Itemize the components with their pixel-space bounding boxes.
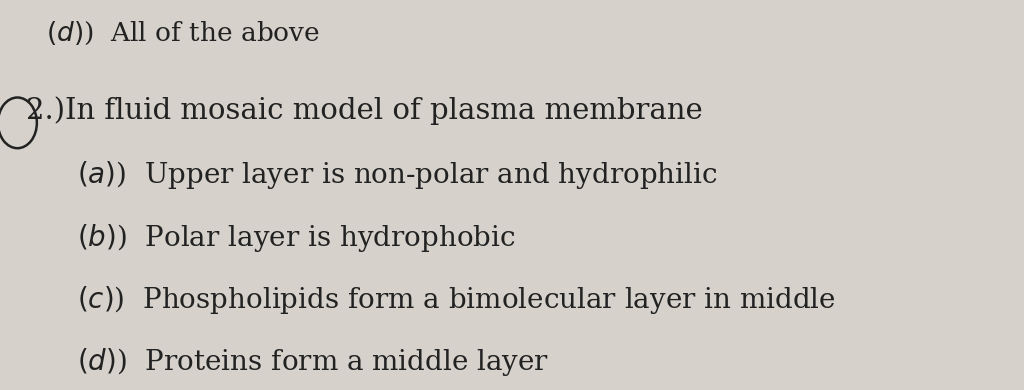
Text: $(d)$)  Proteins form a middle layer: $(d)$) Proteins form a middle layer <box>77 346 549 378</box>
Text: 2.)In fluid mosaic model of plasma membrane: 2.)In fluid mosaic model of plasma membr… <box>26 96 702 125</box>
Text: $(b)$)  Polar layer is hydrophobic: $(b)$) Polar layer is hydrophobic <box>77 222 515 254</box>
Text: $(c)$)  Phospholipids form a bimolecular layer in middle: $(c)$) Phospholipids form a bimolecular … <box>77 284 836 316</box>
Text: $(d)$)  All of the above: $(d)$) All of the above <box>46 20 321 47</box>
Text: $(a)$)  Upper layer is non-polar and hydrophilic: $(a)$) Upper layer is non-polar and hydr… <box>77 159 718 191</box>
